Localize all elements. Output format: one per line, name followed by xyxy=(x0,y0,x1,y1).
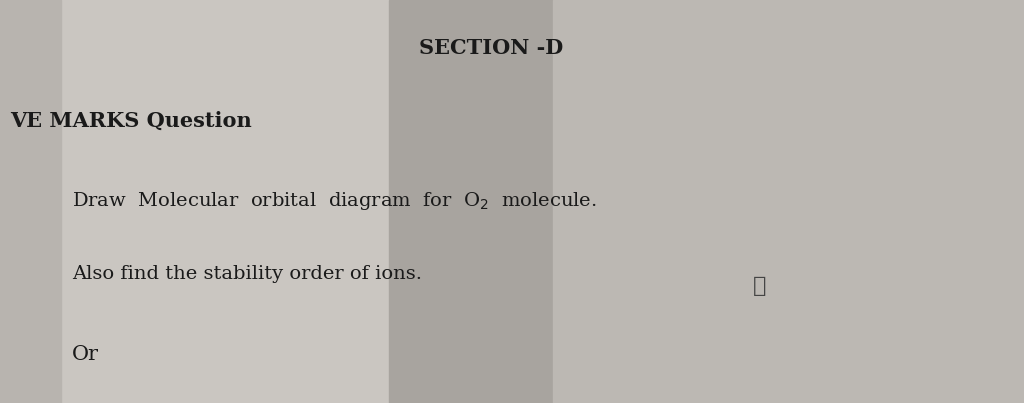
Text: SECTION -D: SECTION -D xyxy=(420,38,563,58)
Text: Or: Or xyxy=(72,345,98,364)
Text: ✓: ✓ xyxy=(753,275,766,297)
Bar xyxy=(389,0,553,403)
Text: VE MARKS Question: VE MARKS Question xyxy=(10,111,252,131)
Text: Also find the stability order of ions.: Also find the stability order of ions. xyxy=(72,265,422,283)
Bar xyxy=(553,0,1024,403)
Bar xyxy=(0,0,61,403)
Text: Draw  Molecular  orbital  diagram  for  O$_2$  molecule.: Draw Molecular orbital diagram for O$_2$… xyxy=(72,191,597,212)
